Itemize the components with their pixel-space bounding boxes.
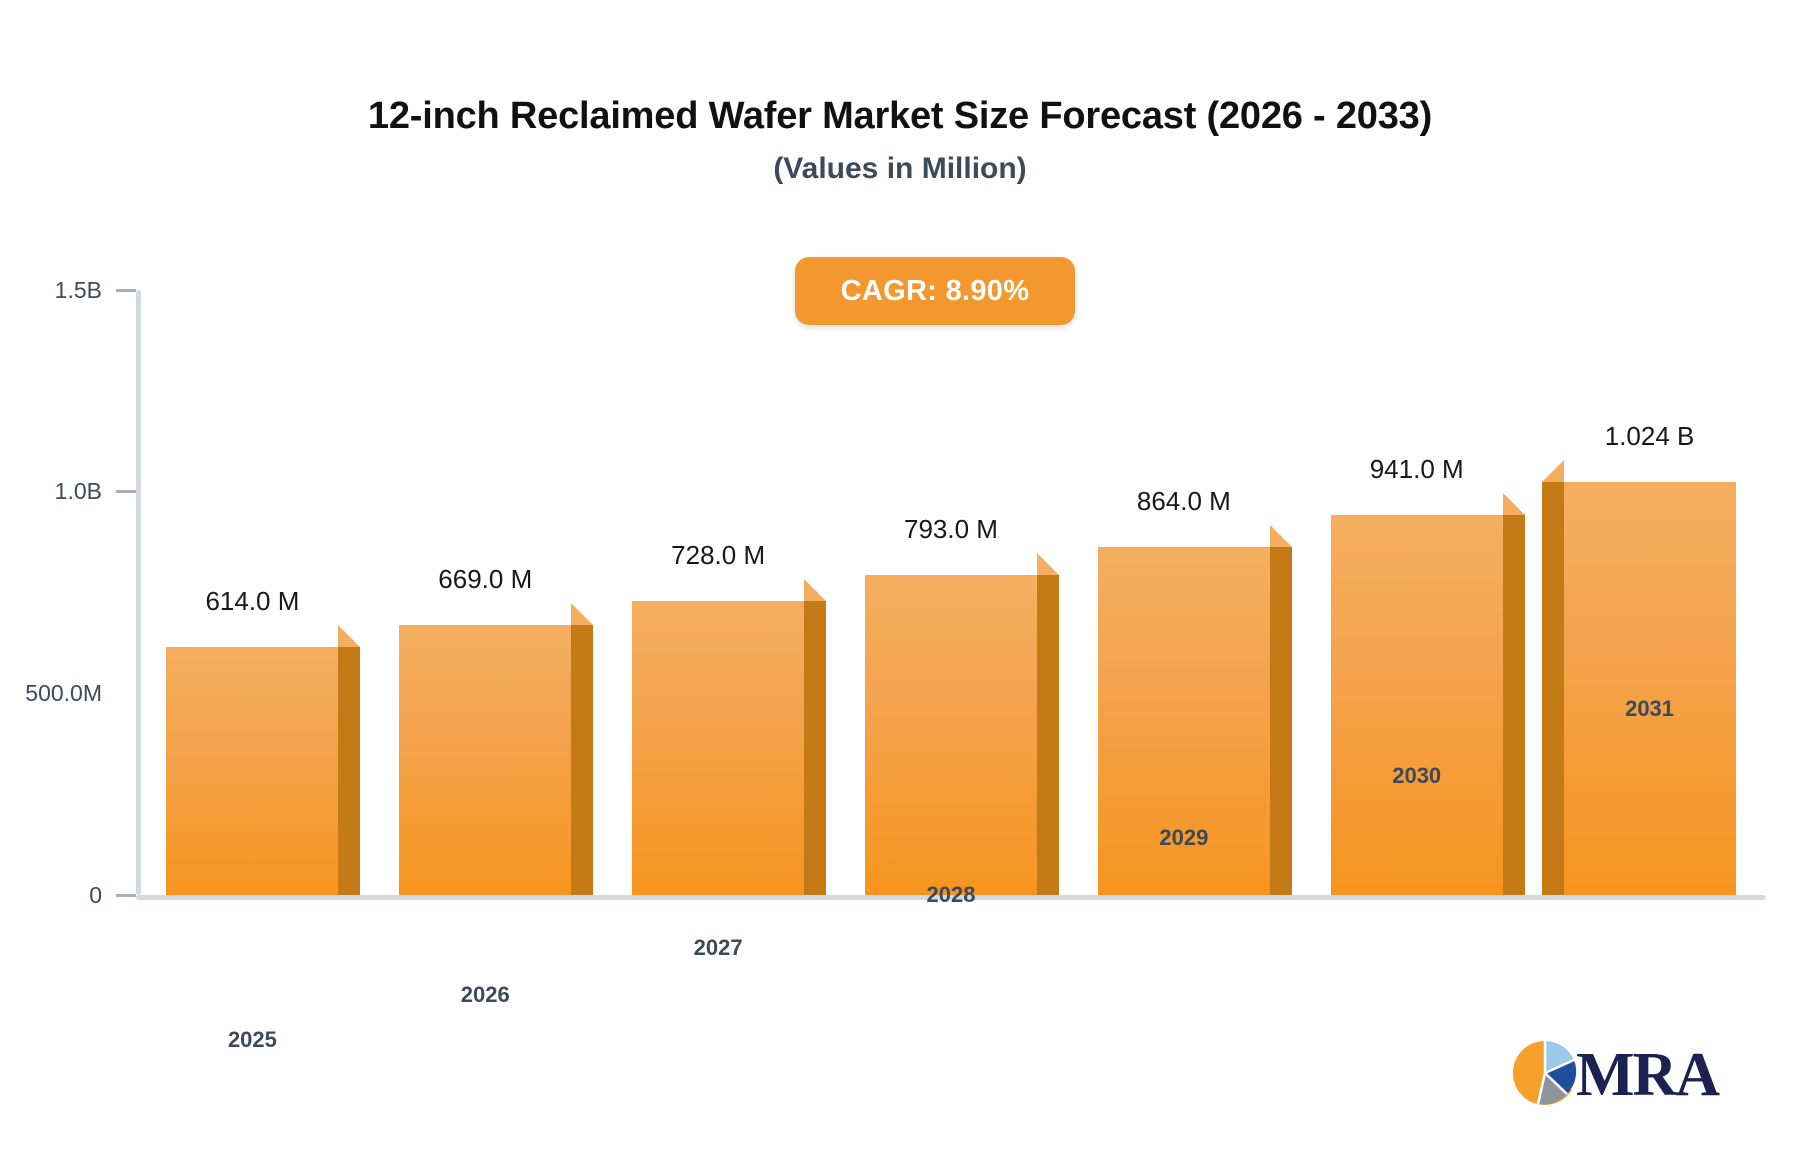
bar-front-face	[632, 601, 805, 895]
y-axis-tick: 500.0M	[0, 677, 136, 709]
bar-value-label: 1.024 B	[1604, 421, 1695, 451]
y-axis-tick-dash	[116, 893, 136, 897]
bar-top-bevel	[1502, 493, 1525, 516]
y-axis-tick: 1.5B	[0, 274, 136, 306]
pie-chart-icon	[1508, 1036, 1582, 1115]
bar-top-bevel	[571, 603, 594, 626]
bar-value-label: 614.0 M	[205, 586, 300, 617]
bar-2028[interactable]: 793.0 M 2028	[865, 514, 1059, 907]
x-axis-label: 2029	[1159, 825, 1209, 851]
bar-value-label: 793.0 M	[904, 514, 998, 545]
bar-side-face	[1541, 482, 1564, 895]
bar-top-bevel	[1541, 460, 1564, 482]
bar-side-face	[338, 647, 361, 895]
bar-2025[interactable]: 614.0 M 2025	[166, 586, 361, 1052]
y-axis-tick: 0	[0, 879, 136, 911]
bar-side-face	[1037, 575, 1059, 895]
bar-front-face	[1563, 482, 1736, 895]
bar-front-face	[865, 575, 1037, 895]
chart-plot-area: 1.5B 1.0B 500.0M 0 614.0 M 2025 669.0 M 2026 72…	[25, 277, 1766, 1052]
bar-front-face	[166, 647, 339, 895]
x-axis-line	[136, 895, 1766, 900]
bar-top-bevel	[1037, 553, 1059, 576]
bar-value-label: 864.0 M	[1136, 485, 1231, 516]
cagr-badge-label: CAGR: 8.90%	[840, 274, 1030, 307]
y-axis-line	[136, 290, 141, 895]
bar-front-face	[399, 625, 572, 895]
page-title: 12-inch Reclaimed Wafer Market Size Fore…	[367, 95, 1433, 137]
bar-top-bevel	[1269, 524, 1292, 547]
x-axis-label: 2028	[926, 882, 976, 908]
chart-header: 12-inch Reclaimed Wafer Market Size Fore…	[0, 95, 1800, 185]
bar-side-face	[1502, 515, 1525, 895]
bar-2026[interactable]: 669.0 M 2026	[399, 564, 594, 1007]
bar-top-bevel	[338, 625, 361, 648]
bar-side-face	[571, 625, 594, 895]
bar-value-label: 728.0 M	[671, 540, 766, 571]
bar-value-label: 941.0 M	[1369, 454, 1464, 485]
bar-top-bevel	[804, 579, 827, 602]
bar-side-face	[1269, 546, 1292, 895]
y-axis-tick-label: 1.5B	[54, 276, 102, 303]
bar-2030[interactable]: 941.0 M 2030	[1330, 454, 1525, 895]
bar-front-face	[1097, 546, 1270, 895]
brand-logo: MRA	[1508, 1036, 1720, 1115]
y-axis-tick-label: 0	[89, 881, 102, 908]
x-axis-label: 2027	[693, 934, 743, 960]
bar-series: 614.0 M 2025 669.0 M 2026 728.0 M 2027 793.0 M…	[136, 290, 1766, 1052]
bar-2027[interactable]: 728.0 M 2027	[632, 540, 827, 960]
bar-2029[interactable]: 864.0 M 2029	[1097, 486, 1292, 895]
cagr-badge: CAGR: 8.90%	[795, 257, 1075, 325]
chart-subtitle: (Values in Million)	[773, 151, 1027, 185]
x-axis-label: 2030	[1392, 762, 1442, 788]
brand-logo-text: MRA	[1576, 1041, 1720, 1109]
bar-side-face	[804, 601, 827, 895]
x-axis-label: 2025	[227, 1026, 277, 1052]
bar-value-label: 669.0 M	[438, 564, 533, 595]
bar-2031[interactable]: 1.024 B 2031	[1541, 421, 1736, 895]
x-axis-label: 2026	[460, 982, 510, 1008]
y-axis-tick: 1.0B	[0, 476, 136, 508]
x-axis-label: 2031	[1625, 695, 1675, 721]
y-axis-tick-label: 500.0M	[25, 679, 102, 706]
y-axis-tick-dash	[116, 490, 136, 494]
bar-front-face	[1330, 515, 1503, 895]
y-axis-tick-dash	[116, 288, 136, 292]
y-axis-tick-label: 1.0B	[54, 478, 102, 505]
